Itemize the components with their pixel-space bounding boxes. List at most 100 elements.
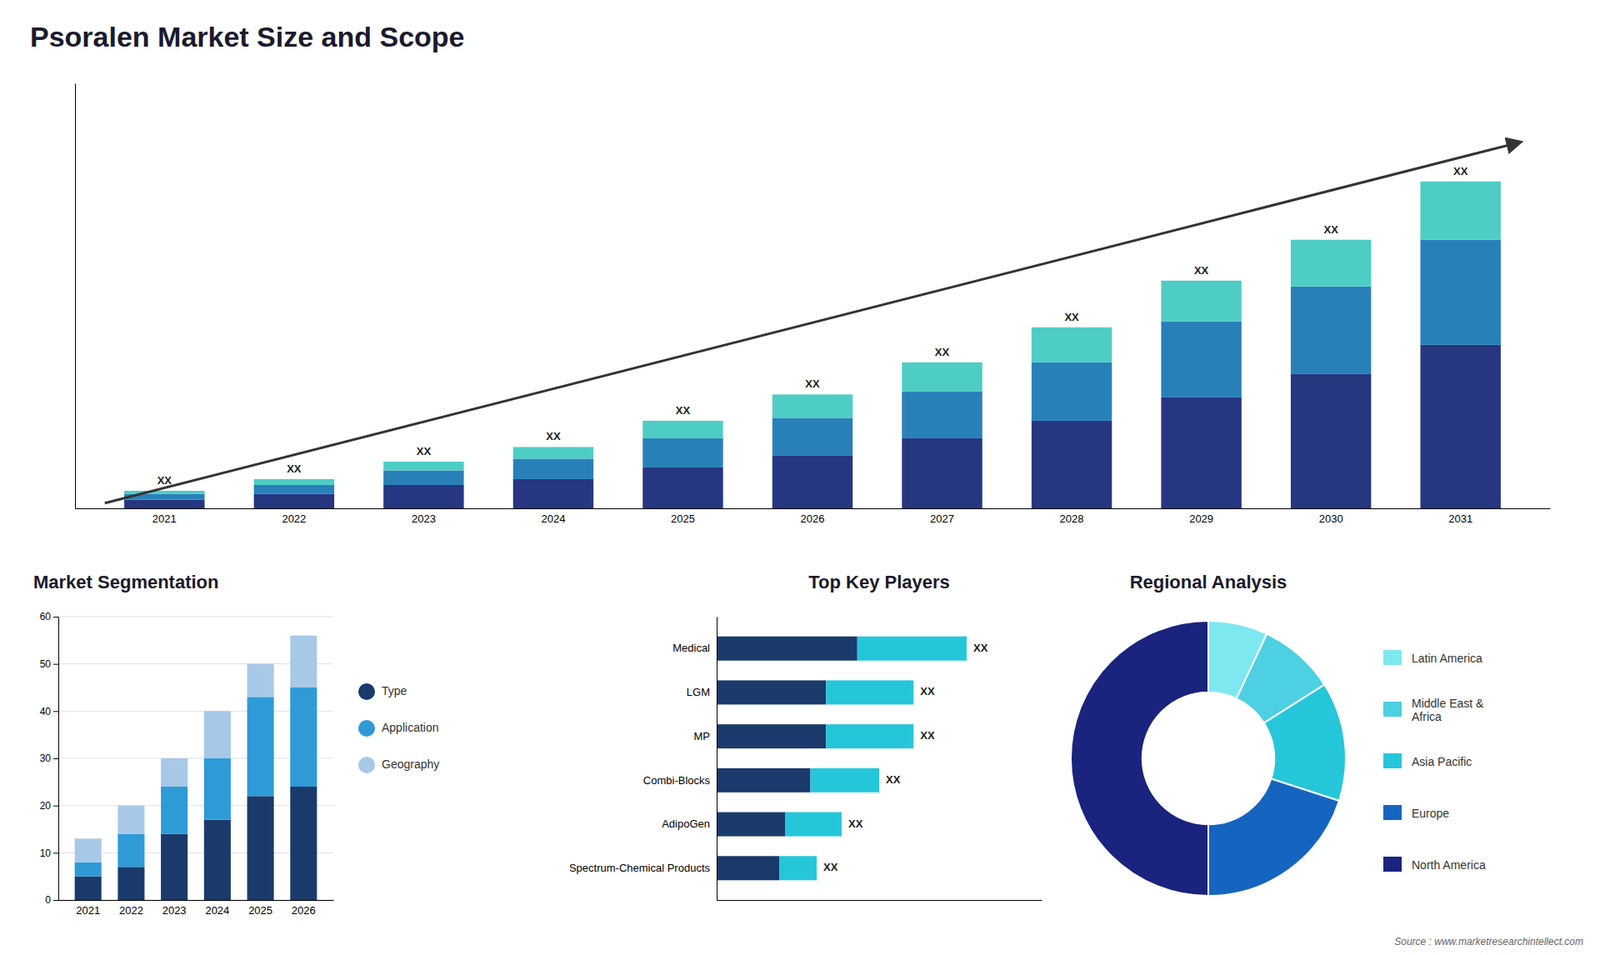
legend-swatch xyxy=(1383,753,1402,769)
category-axis-line xyxy=(59,900,335,901)
tick-label: MP xyxy=(694,730,711,743)
data-label: XX xyxy=(1453,165,1469,178)
bar xyxy=(160,834,188,900)
legend-label: Type xyxy=(381,684,408,698)
data-label: XX xyxy=(973,641,989,655)
bar xyxy=(825,724,914,749)
tick-label: LGM xyxy=(686,685,710,699)
legend-swatch xyxy=(1383,856,1402,872)
category-axis: MedicalLGMMPCombi-BlocksAdipoGenSpectrum… xyxy=(569,617,718,901)
category-axis-tick: 2023 xyxy=(162,900,187,917)
category-axis-tick: 2024 xyxy=(540,508,565,525)
trend-arrow xyxy=(105,142,1520,504)
bar xyxy=(117,805,145,835)
data-label: XX xyxy=(545,430,561,443)
legend-swatch xyxy=(1383,701,1402,717)
tick-label: 60 xyxy=(40,610,52,623)
bar xyxy=(204,820,231,900)
legend-swatch xyxy=(358,756,375,774)
bar xyxy=(383,485,464,509)
category-axis-tick: 2030 xyxy=(1319,508,1344,525)
value-axis-line xyxy=(58,617,60,901)
bar xyxy=(383,470,464,485)
bar xyxy=(779,855,817,880)
data-label-group: XXXXXXXXXXXX xyxy=(823,641,989,875)
data-label: XX xyxy=(823,860,839,874)
bar xyxy=(204,758,231,820)
bar xyxy=(1290,286,1371,375)
bar xyxy=(901,391,982,439)
category-axis-tick: 2021 xyxy=(152,508,177,525)
legend-swatch xyxy=(358,720,375,737)
tick-label: 2026 xyxy=(800,512,825,525)
tick-label: 2026 xyxy=(291,904,316,917)
tick-mark xyxy=(53,900,59,901)
value-axis-line xyxy=(75,84,76,510)
data-label: XX xyxy=(1323,223,1339,236)
value-axis-tick: 60 xyxy=(40,610,59,623)
chart-1: Market Segmentation202120222023202420252… xyxy=(33,571,440,917)
data-label: XX xyxy=(1194,264,1210,277)
bar xyxy=(785,812,843,837)
tick-label: 2022 xyxy=(119,904,144,917)
legend-label: Europe xyxy=(1411,806,1450,820)
bar xyxy=(857,636,967,661)
chart-3: Regional Analysis Latin AmericaMiddle Eas… xyxy=(1070,571,1486,896)
legend-item: Type xyxy=(358,683,408,700)
legend-swatch xyxy=(1383,805,1402,820)
tick-label: 10 xyxy=(40,847,52,860)
value-axis-tick: 10 xyxy=(40,847,59,860)
bar xyxy=(642,467,723,509)
chart-title: Regional Analysis xyxy=(1130,571,1288,593)
value-axis: 0102030405060 xyxy=(40,610,60,906)
chart-title: Psoralen Market Size and Scope xyxy=(30,20,465,53)
bar xyxy=(513,458,594,480)
bar xyxy=(254,479,335,485)
grid xyxy=(58,616,334,900)
bar xyxy=(772,417,853,456)
bar xyxy=(716,855,780,880)
chart-title: Top Key Players xyxy=(808,571,950,593)
bar xyxy=(124,490,205,495)
tick-label: 2029 xyxy=(1189,512,1214,525)
tick-label: Medical xyxy=(672,641,710,655)
bar xyxy=(772,455,853,509)
category-axis-tick: Medical xyxy=(672,641,717,655)
slice xyxy=(1208,778,1340,896)
data-label: XX xyxy=(286,462,302,475)
bar xyxy=(1031,362,1112,421)
value-axis-tick: 40 xyxy=(40,705,59,718)
category-axis: 2021202220232024202520262027202820292030… xyxy=(75,508,1551,525)
tick-mark xyxy=(53,616,59,618)
legend-label: Middle East &Africa xyxy=(1411,696,1485,725)
bar xyxy=(247,664,275,698)
bars xyxy=(75,635,318,900)
bar xyxy=(383,461,464,471)
value-axis xyxy=(717,900,1043,901)
bar xyxy=(117,866,145,900)
data-label: XX xyxy=(920,729,935,742)
bar xyxy=(810,768,880,793)
value-axis xyxy=(75,84,76,510)
bar xyxy=(901,438,982,509)
bars xyxy=(716,636,967,881)
tick-label: 2024 xyxy=(205,904,230,917)
legend-label: Application xyxy=(381,720,440,735)
tick-mark xyxy=(53,710,59,712)
chart-title: Market Segmentation xyxy=(33,571,220,593)
category-axis-tick: 2028 xyxy=(1060,508,1085,525)
value-axis-tick: 50 xyxy=(40,658,59,670)
legend: Latin AmericaMiddle East &AfricaAsia Pac… xyxy=(1383,650,1486,872)
legend-item: Asia Pacific xyxy=(1383,753,1472,769)
tick-label: 40 xyxy=(40,705,52,718)
tick-mark xyxy=(53,664,59,665)
data-label: XX xyxy=(1064,310,1080,324)
bar xyxy=(254,493,335,509)
tick-label: Combi-Blocks xyxy=(643,774,711,787)
chart-2: Top Key Players Medical LGM MP Combi-Blocks A… xyxy=(569,571,1043,901)
bar xyxy=(716,680,826,705)
category-axis-tick: AdipoGen xyxy=(661,817,717,830)
legend-item: Middle East &Africa xyxy=(1383,696,1485,725)
bar xyxy=(1031,327,1112,363)
data-label: XX xyxy=(885,773,901,786)
